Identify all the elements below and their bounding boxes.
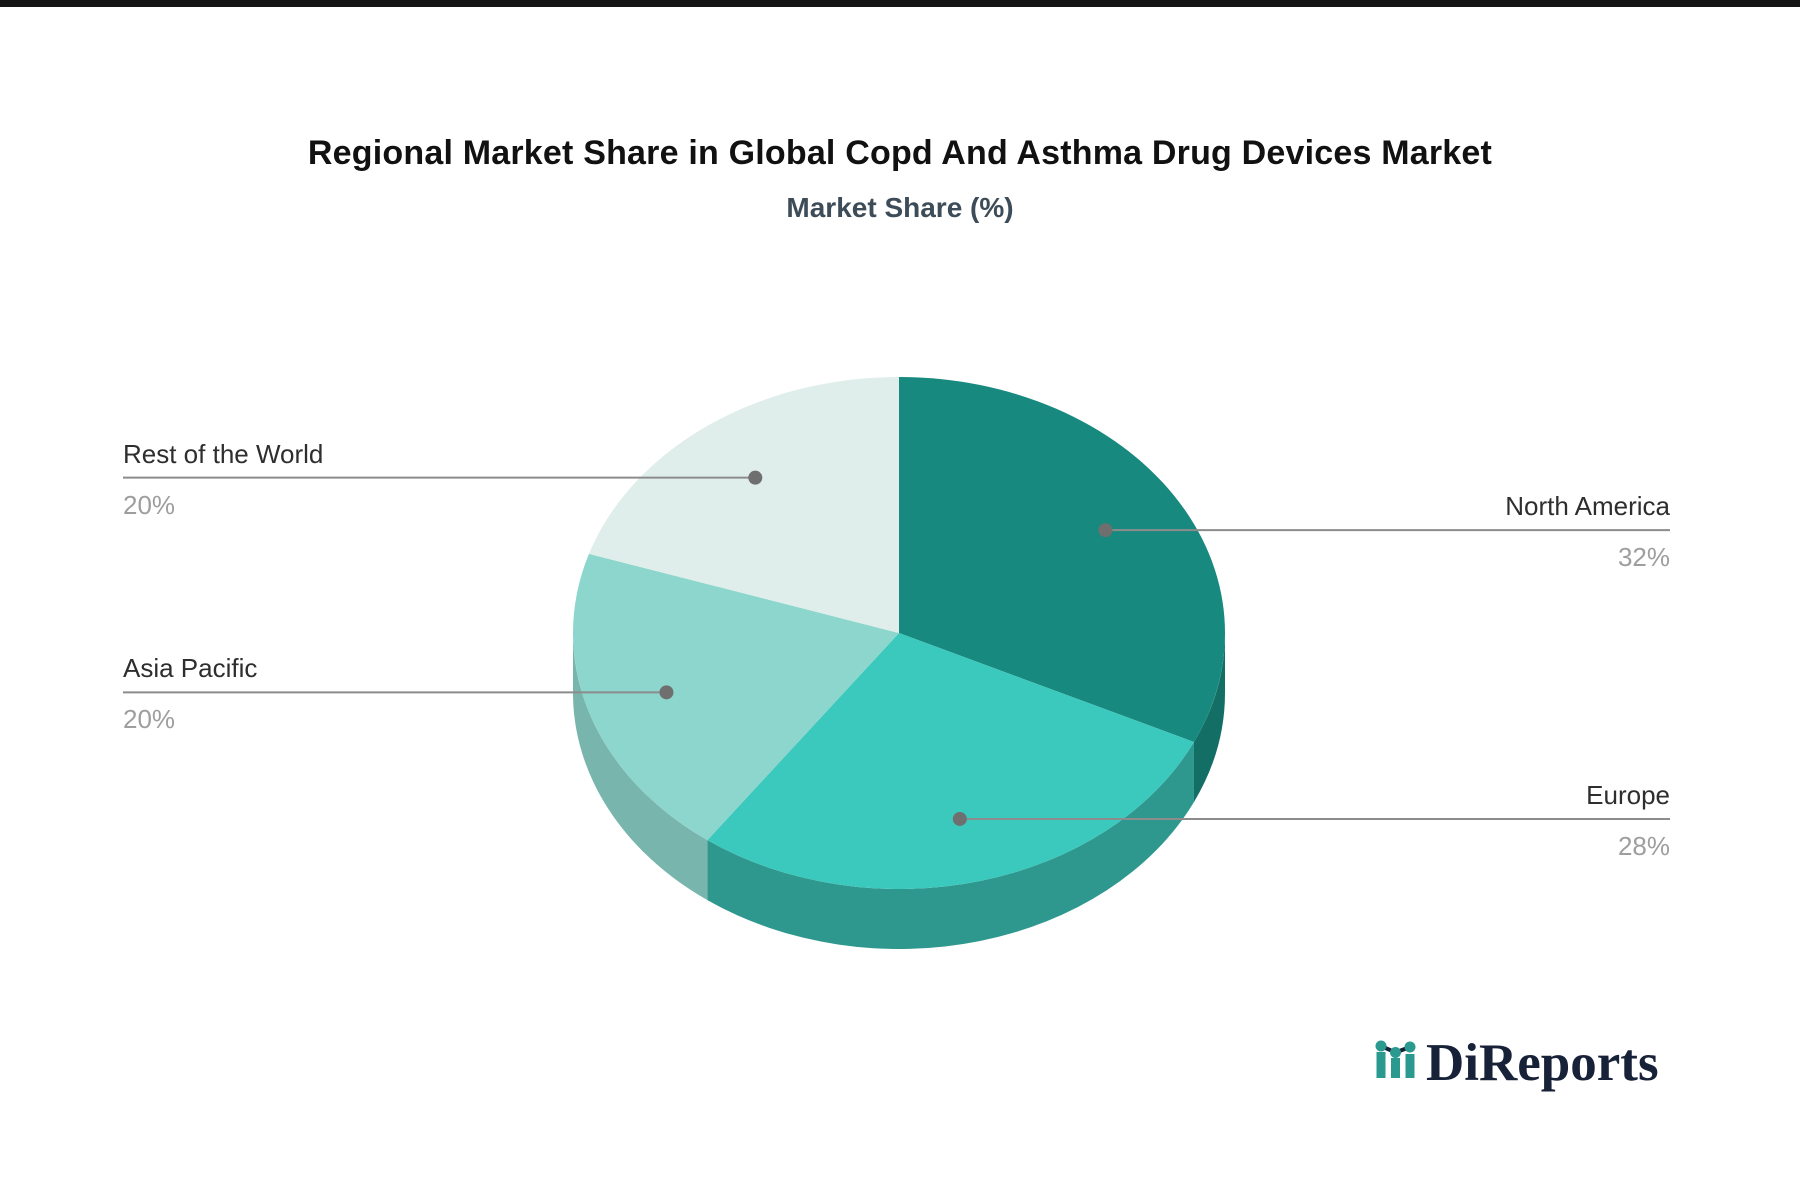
slice-label: Rest of the World	[123, 438, 324, 469]
slice-label: Europe	[1586, 779, 1670, 810]
slice-label: North America	[1505, 491, 1670, 522]
logo-text: DiReports	[1426, 1034, 1659, 1092]
leader-dot-2	[659, 685, 674, 700]
slice-label: Asia Pacific	[123, 653, 258, 684]
leader-dot-1	[952, 811, 967, 826]
pie-slice-0[interactable]	[899, 377, 1225, 742]
chart-subtitle: Market Share (%)	[786, 192, 1014, 223]
slice-percent: 32%	[1617, 542, 1670, 573]
slice-percent: 28%	[1617, 830, 1670, 861]
pie-slice-3[interactable]	[588, 377, 899, 633]
chart-title: Regional Market Share in Global Copd And…	[307, 134, 1493, 172]
leader-dot-0	[1098, 523, 1113, 538]
bar-chart-logo-icon	[1375, 1040, 1416, 1078]
top-border-strip	[0, 0, 1800, 7]
pie-slice-side-1	[707, 741, 1194, 949]
pie-slice-2[interactable]	[573, 553, 899, 841]
slice-percent: 20%	[123, 704, 176, 735]
pie-slice-side-2	[573, 633, 708, 901]
pie-slice-side-0	[1193, 633, 1225, 802]
slice-percent: 20%	[123, 489, 176, 520]
leader-dot-3	[748, 470, 763, 485]
direports-logo: DiReports	[1374, 1030, 1659, 1090]
pie-slice-1[interactable]	[707, 633, 1194, 889]
